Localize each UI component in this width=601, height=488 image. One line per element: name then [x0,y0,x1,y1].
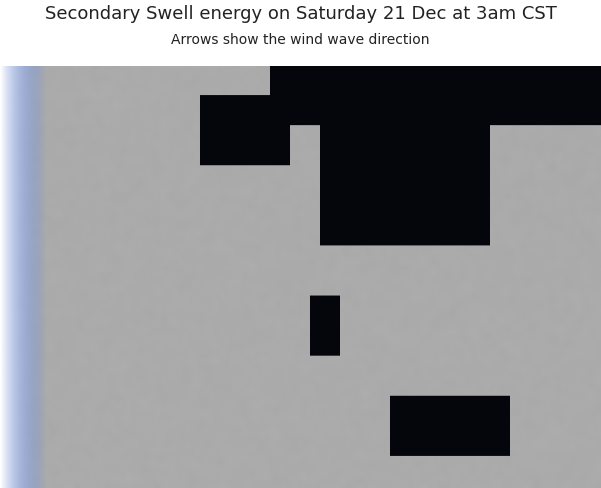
Text: Secondary Swell energy on Saturday 21 Dec at 3am CST: Secondary Swell energy on Saturday 21 De… [44,5,557,23]
Text: Arrows show the wind wave direction: Arrows show the wind wave direction [171,33,430,47]
